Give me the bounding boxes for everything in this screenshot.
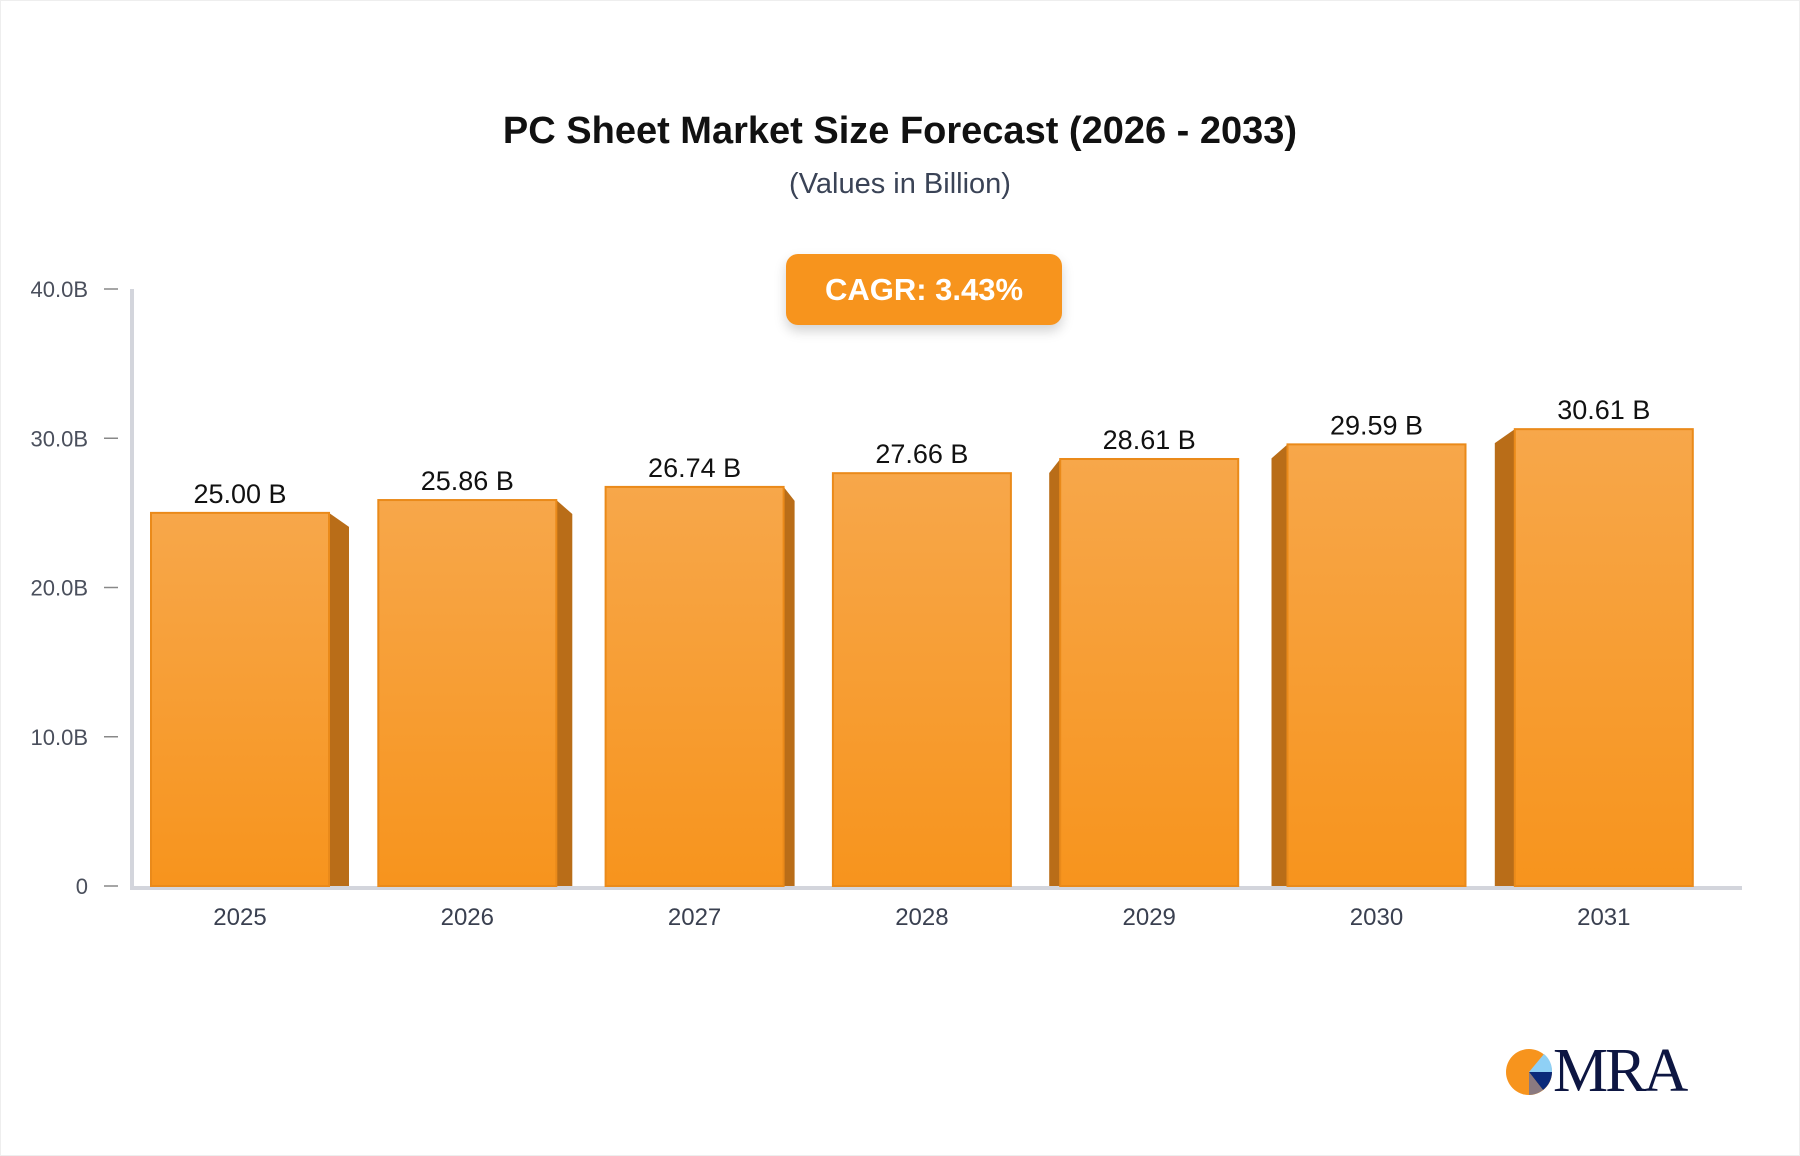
value-label: 28.61 B [1103, 425, 1196, 455]
bar-2027 [604, 485, 785, 887]
y-tick-label: 20.0B [31, 576, 89, 601]
value-label: 30.61 B [1557, 395, 1650, 425]
bar-side-face [329, 512, 349, 886]
x-tick-label: 2026 [441, 904, 494, 931]
value-label: 25.00 B [193, 479, 286, 509]
bar-2031 [1513, 428, 1694, 887]
y-tick-label: 0 [76, 874, 88, 899]
mra-logo: MRA [1505, 1040, 1695, 1102]
bar-side-face [1494, 429, 1515, 886]
bar-side-face [1049, 458, 1061, 886]
bar-2028 [831, 472, 1012, 887]
bar-side-face [1271, 444, 1288, 886]
pie-logo-icon [1506, 1049, 1553, 1095]
bar-2030 [1286, 443, 1467, 887]
bar-side-face [556, 500, 573, 886]
x-tick-label: 2029 [1123, 904, 1176, 931]
bar-side-face [783, 486, 795, 886]
chart-subtitle: (Values in Billion) [789, 168, 1011, 200]
cagr-badge: CAGR: 3.43% [786, 254, 1062, 325]
value-label: 25.86 B [421, 466, 514, 496]
y-tick-label: 30.0B [31, 426, 89, 451]
logo-text: MRA [1553, 1037, 1688, 1105]
bar-2029 [1059, 457, 1240, 887]
x-tick-label: 2027 [668, 904, 721, 931]
bar-2025 [150, 511, 330, 887]
value-label: 29.59 B [1330, 410, 1423, 440]
y-tick-label: 10.0B [31, 725, 89, 750]
x-tick-label: 2030 [1350, 904, 1403, 931]
bar-2026 [377, 499, 558, 887]
chart-title: PC Sheet Market Size Forecast (2026 - 20… [502, 110, 1298, 152]
x-tick-label: 2028 [895, 904, 948, 931]
y-tick-label: 40.0B [31, 277, 89, 302]
value-label: 27.66 B [875, 439, 968, 469]
x-tick-label: 2031 [1577, 904, 1630, 931]
value-label: 26.74 B [648, 453, 741, 483]
x-tick-label: 2025 [213, 904, 266, 931]
